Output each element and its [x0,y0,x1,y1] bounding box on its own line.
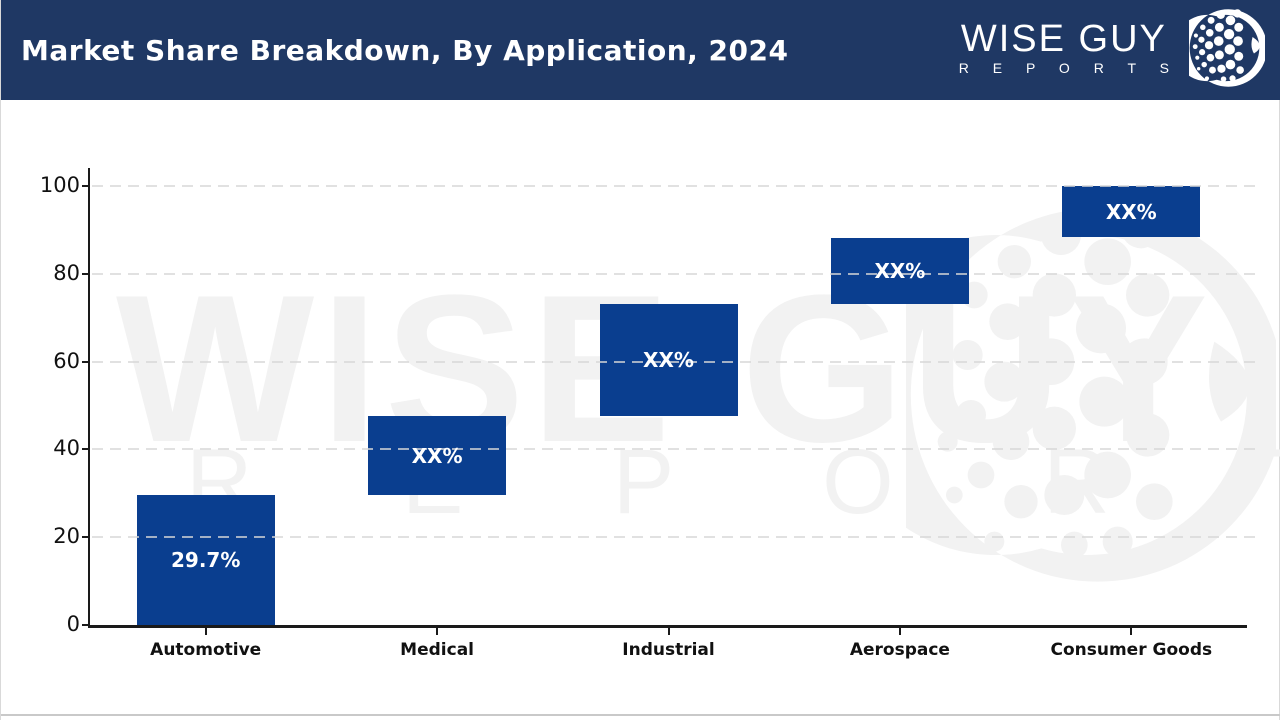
bar-value-label: XX% [1105,199,1157,224]
y-tick-mark [82,360,90,363]
x-tick-mark [667,627,670,635]
gridline-y-40 [92,448,1257,451]
bar-consumer-goods [1062,186,1201,238]
y-tick-label: 100 [39,173,80,197]
gridline-y-20 [92,536,1257,539]
x-axis-line [88,625,1247,628]
y-tick-label: 20 [53,524,80,549]
x-axis-label-aerospace: Aerospace [849,640,950,660]
gridline-y-80 [92,272,1257,275]
y-tick-label: 40 [53,436,80,461]
x-tick-mark [436,627,439,635]
header-band: Market Share Breakdown, By Application, … [1,0,1280,100]
y-tick-label: 60 [53,348,80,373]
y-tick-mark [82,448,90,451]
x-axis-label-consumer-goods: Consumer Goods [1050,640,1213,660]
bar-automotive [136,494,275,625]
y-tick-mark [82,536,90,539]
chart-title: Market Share Breakdown, By Application, … [21,33,789,67]
x-axis-label-automotive: Automotive [150,640,262,660]
gridline-y-100 [92,185,1257,187]
logo-subtitle: R E P O R T S [958,60,1179,77]
y-tick-label: 80 [53,260,80,285]
logo-head-icon [1189,6,1265,90]
y-axis-line [88,168,90,627]
wise-guy-reports-logo: WISE GUY R E P O R T S [949,6,1265,90]
gridline-y-60 [92,360,1257,363]
logo-wordmark: WISE GUY [960,17,1167,60]
x-axis-label-medical: Medical [400,640,474,660]
y-tick-label: 0 [66,612,80,636]
x-tick-mark [1130,627,1133,635]
bar-value-label: 29.7% [170,547,241,572]
y-tick-mark [82,185,90,187]
bar-industrial [599,303,738,417]
x-tick-mark [898,627,901,635]
y-tick-mark [82,624,90,626]
waterfall-chart: 0 20 40 60 80 100 29.7% Automotive XX% Medical XX%… [1,100,1280,718]
bottom-divider [1,714,1280,716]
y-tick-mark [82,272,90,275]
x-axis-label-industrial: Industrial [622,640,715,660]
x-tick-mark [204,627,207,635]
bar-medical [368,416,507,495]
bar-value-label: XX% [643,348,694,373]
bar-value-label: XX% [411,443,463,468]
bar-value-label: XX% [874,258,926,283]
bar-aerospace [830,237,969,304]
